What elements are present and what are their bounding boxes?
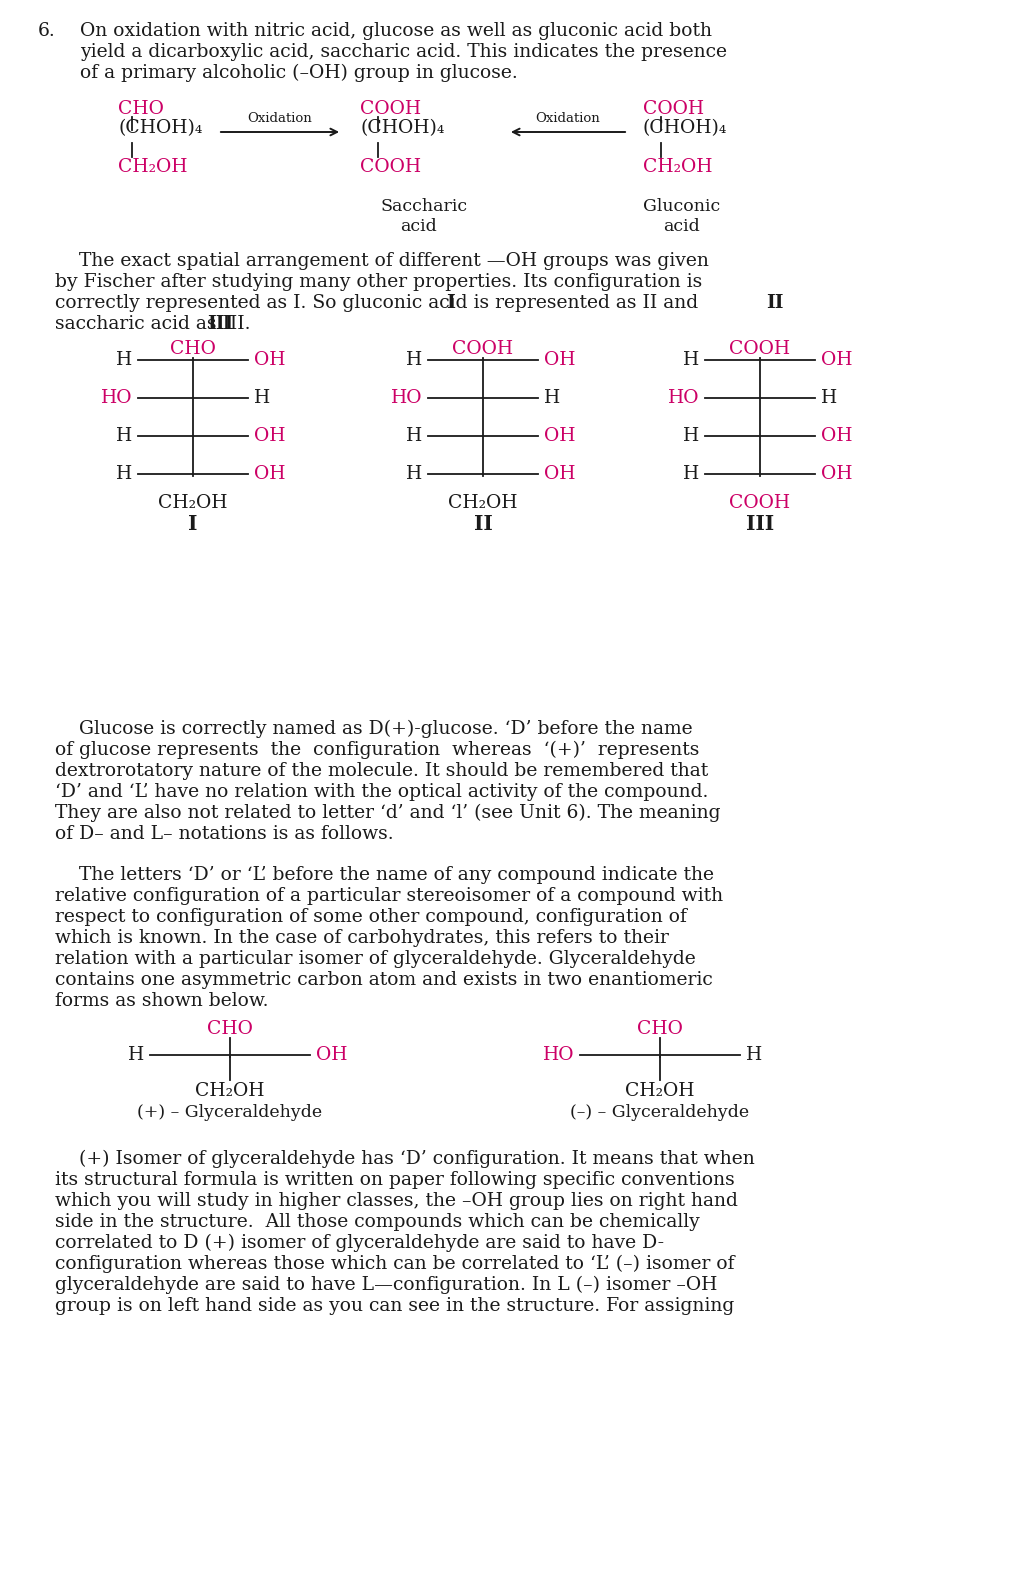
Text: III: III [745, 514, 774, 533]
Text: OH: OH [821, 426, 853, 445]
Text: dextrorotatory nature of the molecule. It should be remembered that: dextrorotatory nature of the molecule. I… [55, 761, 709, 780]
Text: Gluconic: Gluconic [643, 198, 720, 216]
Text: by Fischer after studying many other properties. Its configuration is: by Fischer after studying many other pro… [55, 274, 702, 291]
Text: CHO: CHO [637, 1019, 683, 1038]
Text: OH: OH [544, 351, 575, 370]
Text: OH: OH [254, 426, 286, 445]
Text: CH₂OH: CH₂OH [118, 157, 187, 176]
Text: OH: OH [544, 426, 575, 445]
Text: respect to configuration of some other compound, configuration of: respect to configuration of some other c… [55, 908, 687, 926]
Text: (CHOH)₄: (CHOH)₄ [118, 120, 203, 137]
Text: acid: acid [400, 219, 437, 234]
Text: H: H [406, 351, 422, 370]
Text: COOH: COOH [360, 157, 421, 176]
Text: relation with a particular isomer of glyceraldehyde. Glyceraldehyde: relation with a particular isomer of gly… [55, 950, 695, 967]
Text: 6.: 6. [38, 22, 55, 39]
Text: which you will study in higher classes, the –OH group lies on right hand: which you will study in higher classes, … [55, 1192, 738, 1210]
Text: Glucose is correctly named as D(+)-glucose. ‘D’ before the name: Glucose is correctly named as D(+)-gluco… [55, 720, 692, 738]
Text: (–) – Glyceraldehyde: (–) – Glyceraldehyde [570, 1104, 750, 1122]
Text: OH: OH [254, 351, 286, 370]
Text: H: H [683, 426, 699, 445]
Text: OH: OH [821, 466, 853, 483]
Text: CH₂OH: CH₂OH [643, 157, 713, 176]
Text: I: I [446, 294, 455, 311]
Text: They are also not related to letter ‘d’ and ‘l’ (see Unit 6). The meaning: They are also not related to letter ‘d’ … [55, 804, 721, 823]
Text: On oxidation with nitric acid, glucose as well as gluconic acid both: On oxidation with nitric acid, glucose a… [80, 22, 712, 39]
Text: side in the structure.  All those compounds which can be chemically: side in the structure. All those compoun… [55, 1213, 699, 1232]
Text: forms as shown below.: forms as shown below. [55, 993, 268, 1010]
Text: The letters ‘D’ or ‘L’ before the name of any compound indicate the: The letters ‘D’ or ‘L’ before the name o… [55, 867, 714, 884]
Text: CH₂OH: CH₂OH [196, 1082, 265, 1100]
Text: (+) Isomer of glyceraldehyde has ‘D’ configuration. It means that when: (+) Isomer of glyceraldehyde has ‘D’ con… [55, 1150, 755, 1169]
Text: HO: HO [100, 389, 132, 407]
Text: H: H [116, 351, 132, 370]
Text: COOH: COOH [643, 101, 705, 118]
Text: CH₂OH: CH₂OH [449, 494, 518, 511]
Text: H: H [116, 466, 132, 483]
Text: OH: OH [254, 466, 286, 483]
Text: (CHOH)₄: (CHOH)₄ [360, 120, 444, 137]
Text: (+) – Glyceraldehyde: (+) – Glyceraldehyde [137, 1104, 323, 1122]
Text: Saccharic: Saccharic [380, 198, 467, 216]
Text: Oxidation: Oxidation [248, 112, 312, 124]
Text: contains one asymmetric carbon atom and exists in two enantiomeric: contains one asymmetric carbon atom and … [55, 971, 713, 989]
Text: acid: acid [663, 219, 699, 234]
Text: configuration whereas those which can be correlated to ‘L’ (–) isomer of: configuration whereas those which can be… [55, 1255, 734, 1273]
Text: relative configuration of a particular stereoisomer of a compound with: relative configuration of a particular s… [55, 887, 723, 904]
Text: COOH: COOH [729, 340, 791, 359]
Text: H: H [128, 1046, 144, 1063]
Text: OH: OH [544, 466, 575, 483]
Text: H: H [746, 1046, 762, 1063]
Text: H: H [116, 426, 132, 445]
Text: HO: HO [390, 389, 422, 407]
Text: correctly represented as I. So gluconic acid is represented as II and: correctly represented as I. So gluconic … [55, 294, 698, 311]
Text: of D– and L– notations is as follows.: of D– and L– notations is as follows. [55, 824, 393, 843]
Text: H: H [406, 466, 422, 483]
Text: COOH: COOH [360, 101, 421, 118]
Text: Oxidation: Oxidation [536, 112, 600, 124]
Text: CH₂OH: CH₂OH [626, 1082, 694, 1100]
Text: III: III [207, 315, 233, 333]
Text: saccharic acid as III.: saccharic acid as III. [55, 315, 251, 333]
Text: CHO: CHO [118, 101, 164, 118]
Text: H: H [406, 426, 422, 445]
Text: H: H [821, 389, 838, 407]
Text: COOH: COOH [729, 494, 791, 511]
Text: I: I [188, 514, 198, 533]
Text: CHO: CHO [170, 340, 216, 359]
Text: group is on left hand side as you can see in the structure. For assigning: group is on left hand side as you can se… [55, 1298, 734, 1315]
Text: correlated to D (+) isomer of glyceraldehyde are said to have D-: correlated to D (+) isomer of glyceralde… [55, 1233, 665, 1252]
Text: H: H [544, 389, 560, 407]
Text: its structural formula is written on paper following specific conventions: its structural formula is written on pap… [55, 1170, 735, 1189]
Text: II: II [766, 294, 783, 311]
Text: ‘D’ and ‘L’ have no relation with the optical activity of the compound.: ‘D’ and ‘L’ have no relation with the op… [55, 783, 709, 801]
Text: of glucose represents  the  configuration  whereas  ‘(+)’  represents: of glucose represents the configuration … [55, 741, 699, 760]
Text: OH: OH [316, 1046, 347, 1063]
Text: H: H [683, 466, 699, 483]
Text: OH: OH [821, 351, 853, 370]
Text: H: H [254, 389, 270, 407]
Text: COOH: COOH [453, 340, 514, 359]
Text: II: II [474, 514, 493, 533]
Text: HO: HO [543, 1046, 574, 1063]
Text: The exact spatial arrangement of different —OH groups was given: The exact spatial arrangement of differe… [55, 252, 709, 271]
Text: glyceraldehyde are said to have L—configuration. In L (–) isomer –OH: glyceraldehyde are said to have L—config… [55, 1276, 718, 1295]
Text: CH₂OH: CH₂OH [159, 494, 227, 511]
Text: of a primary alcoholic (–OH) group in glucose.: of a primary alcoholic (–OH) group in gl… [80, 64, 518, 82]
Text: (CHOH)₄: (CHOH)₄ [643, 120, 727, 137]
Text: HO: HO [668, 389, 699, 407]
Text: CHO: CHO [207, 1019, 253, 1038]
Text: yield a dicarboxylic acid, saccharic acid. This indicates the presence: yield a dicarboxylic acid, saccharic aci… [80, 42, 727, 61]
Text: which is known. In the case of carbohydrates, this refers to their: which is known. In the case of carbohydr… [55, 930, 669, 947]
Text: H: H [683, 351, 699, 370]
